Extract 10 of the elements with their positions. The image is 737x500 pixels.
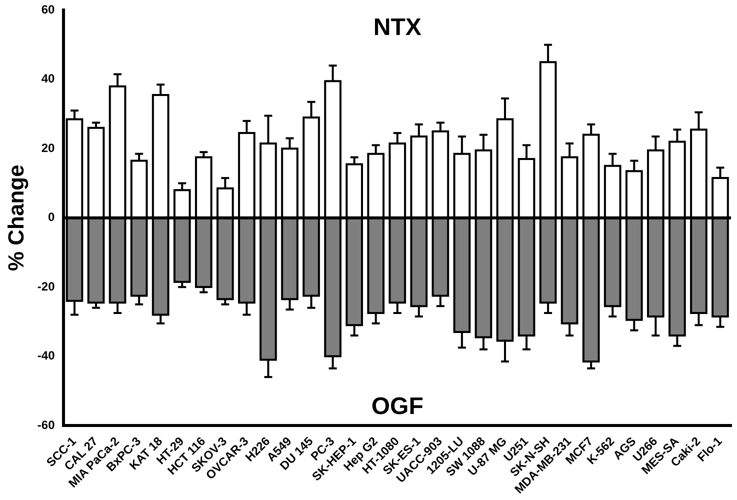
y-tick-label: -20 (37, 279, 56, 294)
text: OGF (371, 393, 424, 420)
y-tick-label: 0 (48, 210, 56, 224)
y-tick-label: 40 (41, 72, 56, 86)
text: NTX (373, 14, 422, 41)
y-axis-title: % Change (3, 164, 28, 272)
y-tick-label: 20 (41, 140, 56, 155)
y-tick-label: -40 (37, 348, 56, 363)
y-tick-label: 60 (41, 2, 56, 17)
y-tick-label: -60 (37, 418, 56, 432)
